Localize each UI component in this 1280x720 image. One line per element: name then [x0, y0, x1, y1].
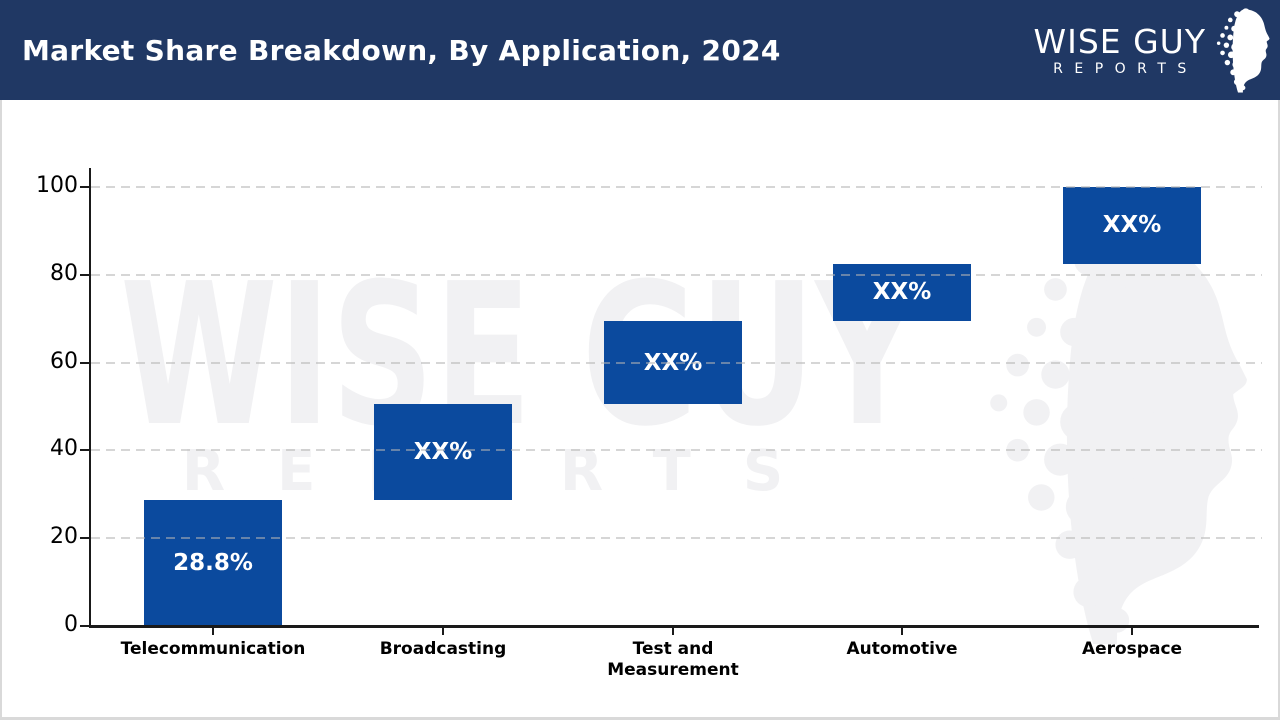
y-tick-20: [80, 537, 89, 540]
y-tick-label-0: 0: [64, 612, 78, 637]
wise-guy-logo: WISE GUY REPORTS: [1033, 7, 1270, 93]
x-tick-telecommunication: [212, 628, 214, 635]
bar-value-label-telecommunication: 28.8%: [173, 549, 253, 576]
y-tick-label-20: 20: [50, 524, 78, 550]
bar-aerospace: XX%: [1063, 187, 1201, 264]
x-tick-broadcasting: [442, 628, 444, 635]
logo-text: WISE GUY REPORTS: [1033, 25, 1206, 76]
x-category-label-aerospace: Aerospace: [1081, 639, 1183, 659]
y-tick-0: [80, 625, 89, 627]
x-category-label-telecommunication: Telecommunication: [120, 639, 306, 659]
logo-brand-name: WISE GUY: [1033, 21, 1206, 61]
logo-brand-subtitle: REPORTS: [1053, 60, 1198, 77]
watermark-head-logo: [930, 228, 1266, 644]
y-tick-80: [80, 273, 89, 276]
x-tick-automotive: [901, 628, 903, 635]
y-tick-60: [80, 361, 89, 364]
y-tick-label-80: 80: [50, 260, 78, 286]
x-axis-line: [89, 625, 1259, 628]
x-tick-aerospace: [1131, 628, 1133, 635]
gridline-40: [91, 449, 1262, 452]
logo-head-icon: [1208, 7, 1270, 93]
bar-telecommunication: 28.8%: [144, 499, 282, 626]
chart-title: Market Share Breakdown, By Application, …: [22, 33, 781, 67]
gridline-60: [91, 361, 1262, 364]
y-tick-40: [80, 449, 89, 452]
bar-automotive: XX%: [833, 263, 971, 321]
y-axis-line: [89, 168, 91, 627]
gridline-80: [91, 273, 1262, 276]
y-tick-label-40: 40: [50, 436, 78, 462]
gridline-20: [91, 537, 1262, 540]
y-tick-label-60: 60: [50, 348, 78, 374]
bar-value-label-automotive: XX%: [872, 279, 932, 306]
y-tick-label-100: 100: [36, 173, 78, 198]
x-category-label-broadcasting: Broadcasting: [379, 639, 507, 659]
x-category-label-test-and-measurement: Test and Measurement: [607, 639, 739, 681]
bar-broadcasting: XX%: [374, 404, 512, 500]
bar-value-label-aerospace: XX%: [1102, 212, 1162, 239]
gridline-100: [91, 186, 1262, 188]
y-tick-100: [80, 186, 89, 188]
x-tick-test-and-measurement: [672, 628, 674, 635]
bar-value-label-broadcasting: XX%: [413, 438, 473, 465]
header-bar: Market Share Breakdown, By Application, …: [0, 0, 1280, 100]
x-category-label-automotive: Automotive: [846, 639, 958, 659]
watermark-brand-text: WISE GUY: [120, 242, 919, 470]
